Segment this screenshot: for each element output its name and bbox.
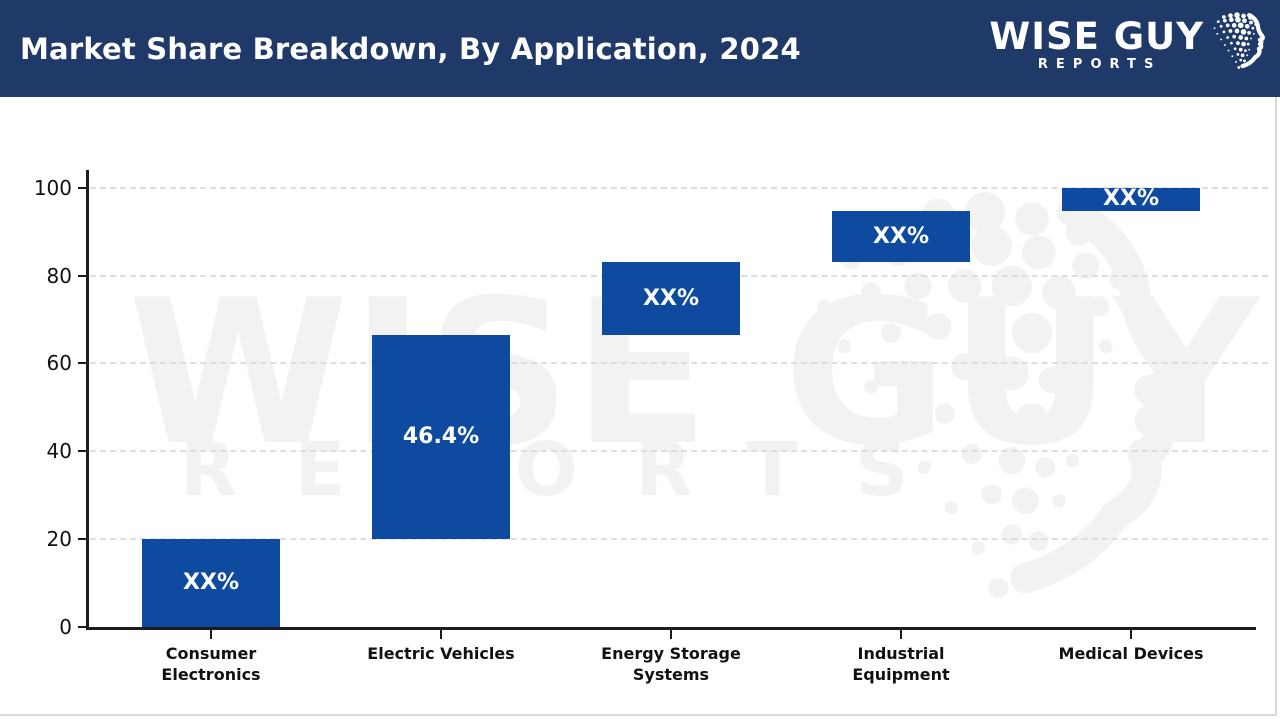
bar-value-label-consumer-electronics: XX% <box>183 570 239 596</box>
chart-canvas: WISE GUY REPORTS 0 20 40 60 80 100 XX% Consumer… <box>0 97 1277 716</box>
bar-value-label-industrial-equipment: XX% <box>873 223 929 249</box>
category-label-electric-vehicles: Electric Vehicles <box>367 644 515 663</box>
bar-value-label-medical-devices: XX% <box>1103 186 1159 212</box>
y-tick-label-40: 40 <box>46 439 72 464</box>
y-tick-20 <box>78 538 88 541</box>
gridline-20 <box>90 538 1268 541</box>
y-tick-60 <box>78 362 88 365</box>
brand-subtitle: REPORTS <box>1037 57 1162 73</box>
bar-value-label-energy-storage-systems: XX% <box>643 285 699 311</box>
x-tick-medical-devices <box>1130 630 1132 639</box>
x-tick-consumer-electronics <box>210 630 212 639</box>
header-bar: Market Share Breakdown, By Application, … <box>0 0 1280 97</box>
y-axis-line <box>86 170 89 630</box>
y-tick-40 <box>78 450 88 453</box>
bar-medical-devices: XX% <box>1062 186 1200 212</box>
bar-consumer-electronics: XX% <box>142 539 280 627</box>
watermark-text-2: REPORTS <box>180 427 967 513</box>
x-tick-energy-storage-systems <box>670 630 672 639</box>
brand-face-icon <box>1208 12 1266 78</box>
y-tick-label-80: 80 <box>46 263 72 288</box>
bar-energy-storage-systems: XX% <box>602 262 740 336</box>
y-tick-100 <box>78 186 88 189</box>
bar-electric-vehicles: 46.4% <box>372 335 510 540</box>
y-tick-label-100: 100 <box>33 175 72 200</box>
bar-industrial-equipment: XX% <box>832 210 970 263</box>
x-axis-line <box>86 627 1256 630</box>
y-tick-80 <box>78 274 88 277</box>
category-label-consumer-electronics: Consumer Electronics <box>161 644 261 685</box>
x-tick-electric-vehicles <box>440 630 442 639</box>
y-tick-label-0: 0 <box>59 615 72 639</box>
brand-logo-text: WISE GUY REPORTS <box>989 14 1204 73</box>
x-tick-industrial-equipment <box>900 630 902 639</box>
brand-name: WISE GUY <box>989 14 1204 58</box>
y-tick-label-60: 60 <box>46 351 72 376</box>
waterfall-chart: 0 20 40 60 80 100 XX% Consumer Electronics 46.4%… <box>0 97 1275 714</box>
gridline-40 <box>90 450 1268 453</box>
page-title: Market Share Breakdown, By Application, … <box>20 31 801 66</box>
y-tick-label-20: 20 <box>46 527 72 552</box>
gridline-100 <box>90 186 1268 189</box>
category-label-industrial-equipment: Industrial Equipment <box>852 644 950 685</box>
category-label-energy-storage-systems: Energy Storage Systems <box>601 644 741 685</box>
y-tick-0 <box>78 626 88 628</box>
category-label-medical-devices: Medical Devices <box>1058 644 1204 663</box>
gridline-60 <box>90 362 1268 365</box>
brand-logo: WISE GUY REPORTS <box>989 12 1266 78</box>
bar-value-label-electric-vehicles: 46.4% <box>402 424 480 450</box>
